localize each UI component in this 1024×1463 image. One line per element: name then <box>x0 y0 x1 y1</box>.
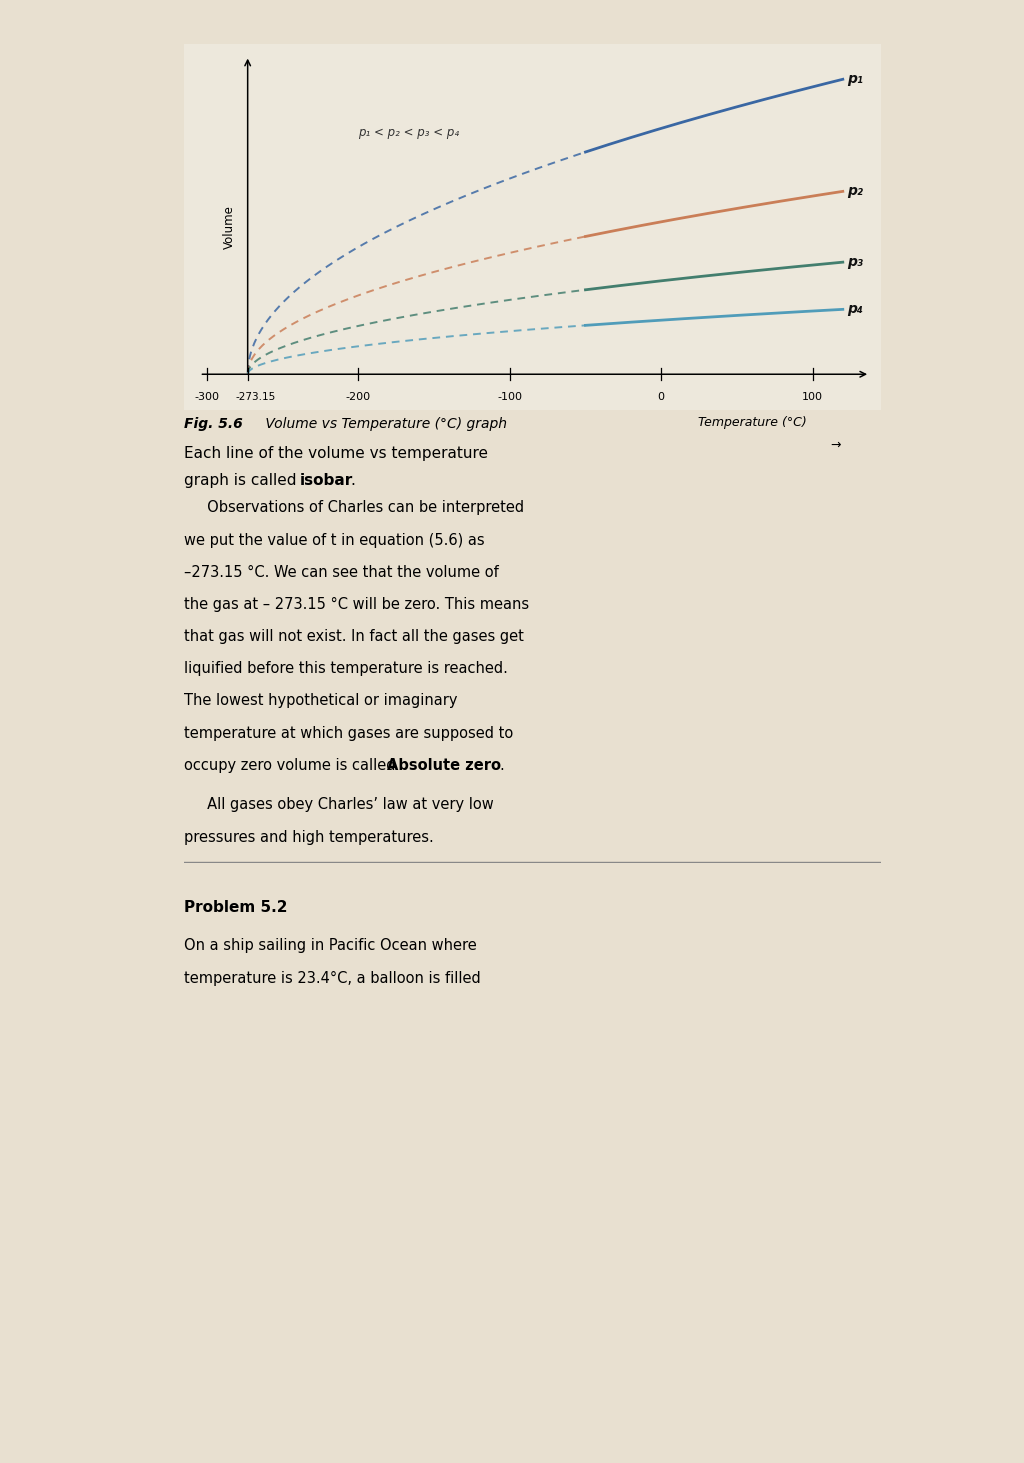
Text: graph is called: graph is called <box>184 473 302 487</box>
Text: On a ship sailing in Pacific Ocean where: On a ship sailing in Pacific Ocean where <box>184 938 477 954</box>
Text: Volume: Volume <box>222 205 236 249</box>
Text: isobar: isobar <box>300 473 353 487</box>
Text: liquified before this temperature is reached.: liquified before this temperature is rea… <box>184 661 508 676</box>
Text: p₃: p₃ <box>847 255 863 269</box>
Text: we put the value of t in equation (5.6) as: we put the value of t in equation (5.6) … <box>184 533 485 547</box>
Text: Each line of the volume vs temperature: Each line of the volume vs temperature <box>184 446 488 461</box>
Text: Problem 5.2: Problem 5.2 <box>184 900 288 914</box>
Text: p₂: p₂ <box>847 184 863 199</box>
Text: that gas will not exist. In fact all the gases get: that gas will not exist. In fact all the… <box>184 629 524 644</box>
Text: p₁ < p₂ < p₃ < p₄: p₁ < p₂ < p₃ < p₄ <box>358 126 460 139</box>
Text: -273.15: -273.15 <box>236 392 275 402</box>
Text: →: → <box>830 439 841 452</box>
Text: Temperature (°C): Temperature (°C) <box>697 415 806 429</box>
Text: the gas at – 273.15 °C will be zero. This means: the gas at – 273.15 °C will be zero. Thi… <box>184 597 529 612</box>
Text: Absolute zero: Absolute zero <box>387 758 501 772</box>
Text: 100: 100 <box>802 392 823 402</box>
Text: -200: -200 <box>346 392 371 402</box>
Text: All gases obey Charles’ law at very low: All gases obey Charles’ law at very low <box>184 797 494 812</box>
Text: occupy zero volume is called: occupy zero volume is called <box>184 758 400 772</box>
Text: temperature is 23.4°C, a balloon is filled: temperature is 23.4°C, a balloon is fill… <box>184 970 481 986</box>
Text: .: . <box>500 758 505 772</box>
Text: temperature at which gases are supposed to: temperature at which gases are supposed … <box>184 726 514 740</box>
Text: p₄: p₄ <box>847 303 863 316</box>
Text: Observations of Charles can be interpreted: Observations of Charles can be interpret… <box>184 500 524 515</box>
Text: pressures and high temperatures.: pressures and high temperatures. <box>184 830 434 844</box>
Text: Volume vs Temperature (°C) graph: Volume vs Temperature (°C) graph <box>261 417 507 432</box>
Text: Fig. 5.6: Fig. 5.6 <box>184 417 243 432</box>
Text: The lowest hypothetical or imaginary: The lowest hypothetical or imaginary <box>184 693 458 708</box>
Text: p₁: p₁ <box>847 72 863 86</box>
Text: -300: -300 <box>195 392 219 402</box>
Text: –273.15 °C. We can see that the volume of: –273.15 °C. We can see that the volume o… <box>184 565 499 579</box>
Text: -100: -100 <box>498 392 522 402</box>
Text: .: . <box>350 473 355 487</box>
Text: 0: 0 <box>657 392 665 402</box>
